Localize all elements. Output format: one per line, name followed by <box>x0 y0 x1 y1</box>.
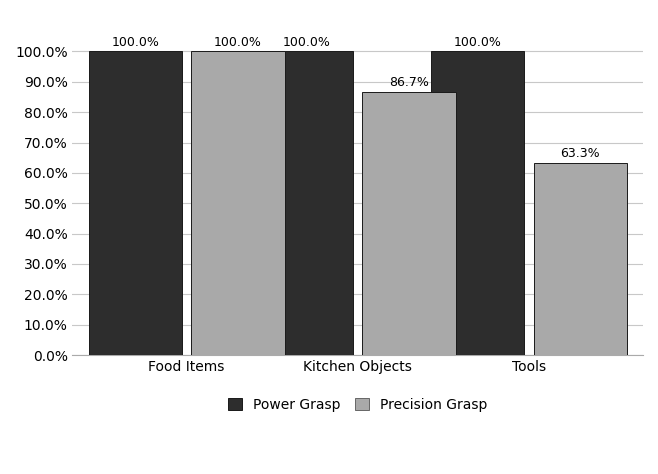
Text: 63.3%: 63.3% <box>561 147 600 160</box>
Bar <box>431 52 524 355</box>
Text: 100.0%: 100.0% <box>111 36 159 49</box>
Bar <box>534 163 627 355</box>
Legend: Power Grasp, Precision Grasp: Power Grasp, Precision Grasp <box>224 394 492 416</box>
Text: 100.0%: 100.0% <box>214 36 262 49</box>
Text: 86.7%: 86.7% <box>389 76 429 90</box>
Bar <box>363 92 456 355</box>
Bar <box>260 52 353 355</box>
Text: 100.0%: 100.0% <box>282 36 330 49</box>
Text: 100.0%: 100.0% <box>453 36 501 49</box>
Bar <box>89 52 182 355</box>
Bar <box>191 52 285 355</box>
